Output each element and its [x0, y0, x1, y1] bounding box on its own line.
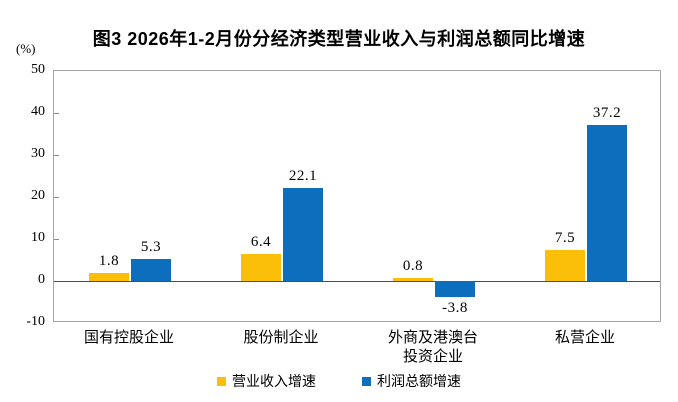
x-axis-category-label: 股份制企业 [243, 330, 319, 346]
bar-value-label: -3.8 [442, 299, 468, 316]
bar-series1-group1 [89, 273, 129, 281]
bar-value-label: 0.8 [402, 257, 424, 274]
bar-series2-group4 [587, 124, 627, 281]
legend-label: 利润总额增速 [377, 375, 461, 390]
bar-series1-group2 [241, 254, 281, 281]
y-axis-tick-label: 10 [31, 230, 45, 245]
legend-label: 营业收入增速 [232, 375, 316, 390]
bar-series2-group1 [131, 258, 171, 281]
x-axis-category-label: 国有控股企业 [83, 330, 174, 346]
legend-swatch-icon [362, 376, 371, 386]
legend-item-series1: 营业收入增速 [217, 371, 316, 391]
y-axis-tick-label: 50 [31, 62, 45, 77]
bar-value-label: 5.3 [140, 238, 162, 255]
bar-value-label: 6.4 [250, 234, 272, 251]
bar-value-label: 7.5 [554, 229, 576, 246]
y-axis-tick-label: -10 [26, 314, 45, 329]
legend: 营业收入增速 利润总额增速 [0, 371, 678, 391]
bar-series1-group4 [545, 249, 585, 281]
zero-axis-line [54, 281, 660, 282]
bar-series2-group3 [435, 281, 475, 297]
y-axis-tick-mark [54, 155, 59, 156]
bar-series2-group2 [283, 188, 323, 281]
x-axis-category-label: 私营企业 [554, 330, 615, 346]
y-axis-tick-label: 40 [31, 104, 45, 119]
y-axis-tick-mark [54, 239, 59, 240]
bar-value-label: 22.1 [288, 168, 318, 185]
y-axis-tick-mark [54, 197, 59, 198]
y-axis-tick-label: 30 [31, 146, 45, 161]
y-axis-unit-label: (%) [16, 41, 36, 56]
y-axis-tick-mark [54, 113, 59, 114]
y-axis-tick-label: 20 [31, 188, 45, 203]
bar-series1-group3 [393, 277, 433, 281]
legend-item-series2: 利润总额增速 [362, 371, 461, 391]
bar-value-label: 37.2 [592, 104, 622, 121]
y-axis-tick-label: 0 [38, 272, 45, 287]
legend-swatch-icon [217, 376, 226, 386]
chart-title: 图3 2026年1-2月份分经济类型营业收入与利润总额同比增速 [92, 29, 586, 49]
plot-area: 1.8 5.3 6.4 22.1 0.8 -3.8 7.5 37.2 [53, 70, 661, 322]
bar-value-label: 1.8 [98, 253, 120, 270]
x-axis-category-label: 外商及港澳台 投资企业 [387, 330, 478, 365]
